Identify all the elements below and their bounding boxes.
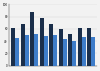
Bar	[72, 41, 76, 66]
Bar	[91, 37, 95, 66]
Bar	[25, 35, 29, 66]
Bar	[15, 38, 19, 66]
Bar	[63, 39, 66, 66]
Bar	[40, 18, 44, 66]
Bar	[53, 35, 57, 66]
Bar	[21, 24, 25, 66]
Bar	[59, 29, 63, 66]
Bar	[49, 24, 53, 66]
Bar	[78, 28, 82, 66]
Bar	[82, 37, 86, 66]
Bar	[11, 28, 15, 66]
Bar	[34, 34, 38, 66]
Bar	[44, 36, 48, 66]
Bar	[87, 28, 91, 66]
Bar	[30, 12, 34, 66]
Bar	[68, 34, 72, 66]
